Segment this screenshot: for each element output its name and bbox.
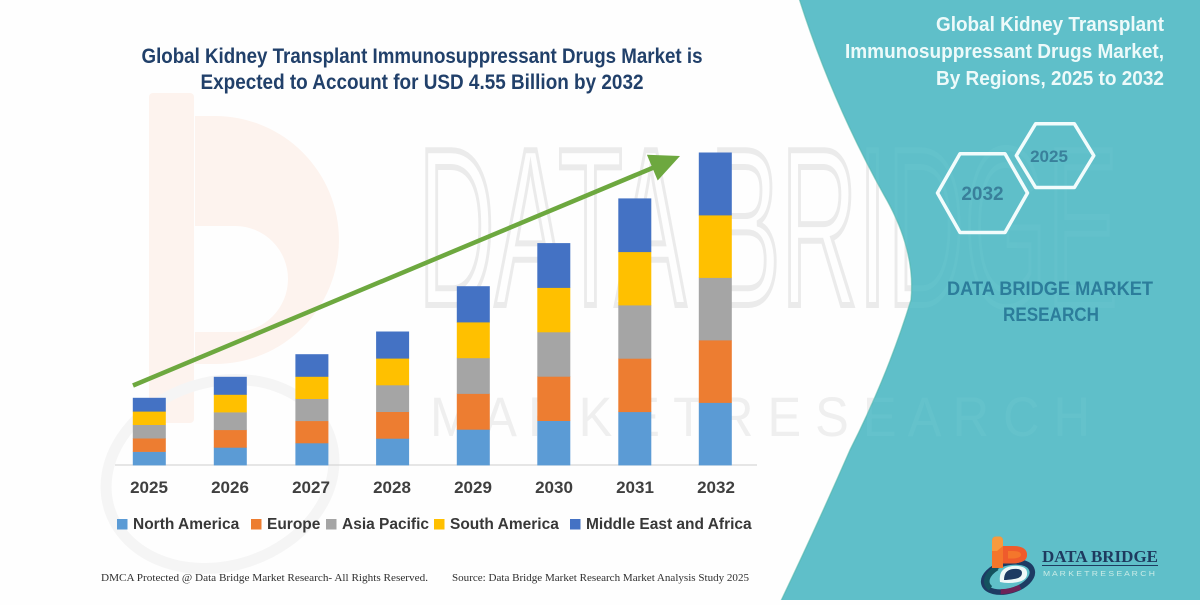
svg-text:Immunosuppressant Drugs Market: Immunosuppressant Drugs Market,: [845, 40, 1164, 63]
svg-text:2028: 2028: [373, 478, 411, 497]
svg-text:2029: 2029: [454, 478, 492, 497]
svg-text:Asia Pacific: Asia Pacific: [342, 516, 429, 533]
svg-text:2030: 2030: [535, 478, 573, 497]
svg-text:2032: 2032: [961, 184, 1003, 205]
svg-text:DMCA Protected @ Data Bridge M: DMCA Protected @ Data Bridge Market Rese…: [101, 572, 428, 584]
svg-text:Source: Data Bridge Market Res: Source: Data Bridge Market Research Mark…: [452, 572, 749, 584]
svg-text:DATA BRIDGE: DATA BRIDGE: [1042, 547, 1158, 566]
svg-text:Middle East and Africa: Middle East and Africa: [586, 516, 752, 533]
svg-text:Global Kidney Transplant: Global Kidney Transplant: [936, 13, 1164, 36]
svg-text:Global Kidney Transplant Immun: Global Kidney Transplant Immunosuppressa…: [142, 45, 703, 68]
svg-text:2026: 2026: [211, 478, 249, 497]
svg-text:By Regions, 2025 to 2032: By Regions, 2025 to 2032: [936, 67, 1164, 90]
svg-text:M A R K E T R E S E A R C H: M A R K E T R E S E A R C H: [1043, 569, 1155, 578]
svg-text:South America: South America: [450, 516, 559, 533]
svg-text:2032: 2032: [697, 478, 735, 497]
svg-text:2031: 2031: [616, 478, 654, 497]
svg-text:DATA BRIDGE MARKET: DATA BRIDGE MARKET: [947, 279, 1153, 300]
svg-text:Expected to Account for USD 4.: Expected to Account for USD 4.55 Billion…: [201, 71, 644, 94]
svg-text:Europe: Europe: [267, 516, 321, 533]
svg-text:North America: North America: [133, 516, 240, 533]
svg-text:2027: 2027: [292, 478, 330, 497]
svg-text:2025: 2025: [1030, 147, 1068, 166]
svg-text:RESEARCH: RESEARCH: [1003, 305, 1099, 326]
svg-text:2025: 2025: [130, 478, 168, 497]
